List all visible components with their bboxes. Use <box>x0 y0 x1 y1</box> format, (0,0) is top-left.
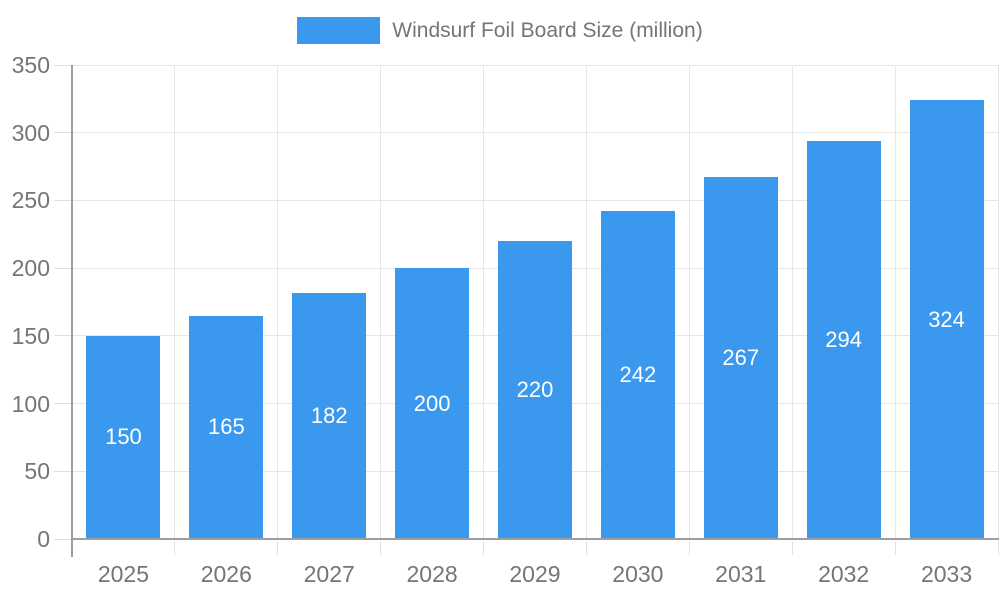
gridline-x <box>894 65 896 539</box>
y-tick <box>54 335 72 337</box>
x-axis-label: 2029 <box>509 561 561 587</box>
x-tick <box>585 541 587 555</box>
x-axis-label: 2033 <box>920 561 973 587</box>
bar-value-label: 242 <box>619 362 657 388</box>
x-tick <box>688 541 690 555</box>
x-axis-label: 2025 <box>97 561 150 587</box>
bar-value-label: 267 <box>722 345 760 371</box>
x-axis-label: 2032 <box>818 561 870 587</box>
gridline-x <box>277 65 279 539</box>
y-axis-line <box>71 65 73 557</box>
gridline-x <box>997 65 999 539</box>
y-tick <box>54 64 72 66</box>
y-tick <box>54 470 72 472</box>
y-axis-label: 0 <box>37 526 50 552</box>
x-tick <box>277 541 279 555</box>
x-axis-label: 2030 <box>612 561 664 587</box>
x-tick <box>174 541 176 555</box>
gridline-x <box>380 65 382 539</box>
gridline-x <box>483 65 485 539</box>
y-axis-label: 250 <box>11 187 50 214</box>
gridline-y <box>72 199 998 201</box>
y-tick <box>54 538 72 540</box>
y-axis-label: 50 <box>24 458 50 485</box>
x-axis-label: 2026 <box>200 561 252 587</box>
bar-value-label: 294 <box>825 326 863 352</box>
gridline-x <box>688 65 690 539</box>
gridline-y <box>72 132 998 134</box>
x-tick <box>380 541 382 555</box>
bar[interactable] <box>86 335 161 539</box>
bar-value-label: 150 <box>105 424 142 450</box>
bar[interactable] <box>909 100 984 539</box>
y-axis-label: 100 <box>11 390 50 417</box>
bar-value-label: 200 <box>413 390 451 416</box>
y-axis-label: 300 <box>11 119 50 146</box>
x-tick <box>997 541 999 555</box>
legend-swatch <box>297 17 381 44</box>
x-tick <box>791 541 793 555</box>
gridline-x <box>174 65 176 539</box>
y-axis-label: 350 <box>11 52 50 78</box>
legend-label: Windsurf Foil Board Size (million) <box>392 18 703 42</box>
x-tick <box>483 541 485 555</box>
bar[interactable] <box>292 292 367 539</box>
y-tick <box>54 403 72 405</box>
bar-value-label: 182 <box>310 402 348 428</box>
x-axis-label: 2028 <box>406 561 458 587</box>
bar[interactable] <box>189 315 264 539</box>
y-tick <box>54 199 72 201</box>
x-axis-label: 2031 <box>715 561 767 587</box>
bar[interactable] <box>806 140 881 539</box>
gridline-y <box>72 64 998 66</box>
bar[interactable] <box>498 241 572 539</box>
bar[interactable] <box>395 268 470 539</box>
x-axis-label: 2027 <box>303 561 355 587</box>
y-axis-label: 200 <box>11 255 50 282</box>
y-tick <box>54 267 72 269</box>
x-tick <box>894 541 896 555</box>
y-tick <box>54 132 72 134</box>
y-axis-label: 150 <box>11 322 50 349</box>
bar-value-label: 165 <box>207 414 245 440</box>
bar-value-label: 324 <box>928 306 965 332</box>
gridline-x <box>791 65 793 539</box>
x-axis-line <box>71 538 999 540</box>
bar-value-label: 220 <box>516 377 554 403</box>
bar[interactable] <box>600 211 675 539</box>
gridline-x <box>585 65 587 539</box>
legend: Windsurf Foil Board Size (million) <box>0 17 1000 44</box>
bar[interactable] <box>703 177 778 539</box>
